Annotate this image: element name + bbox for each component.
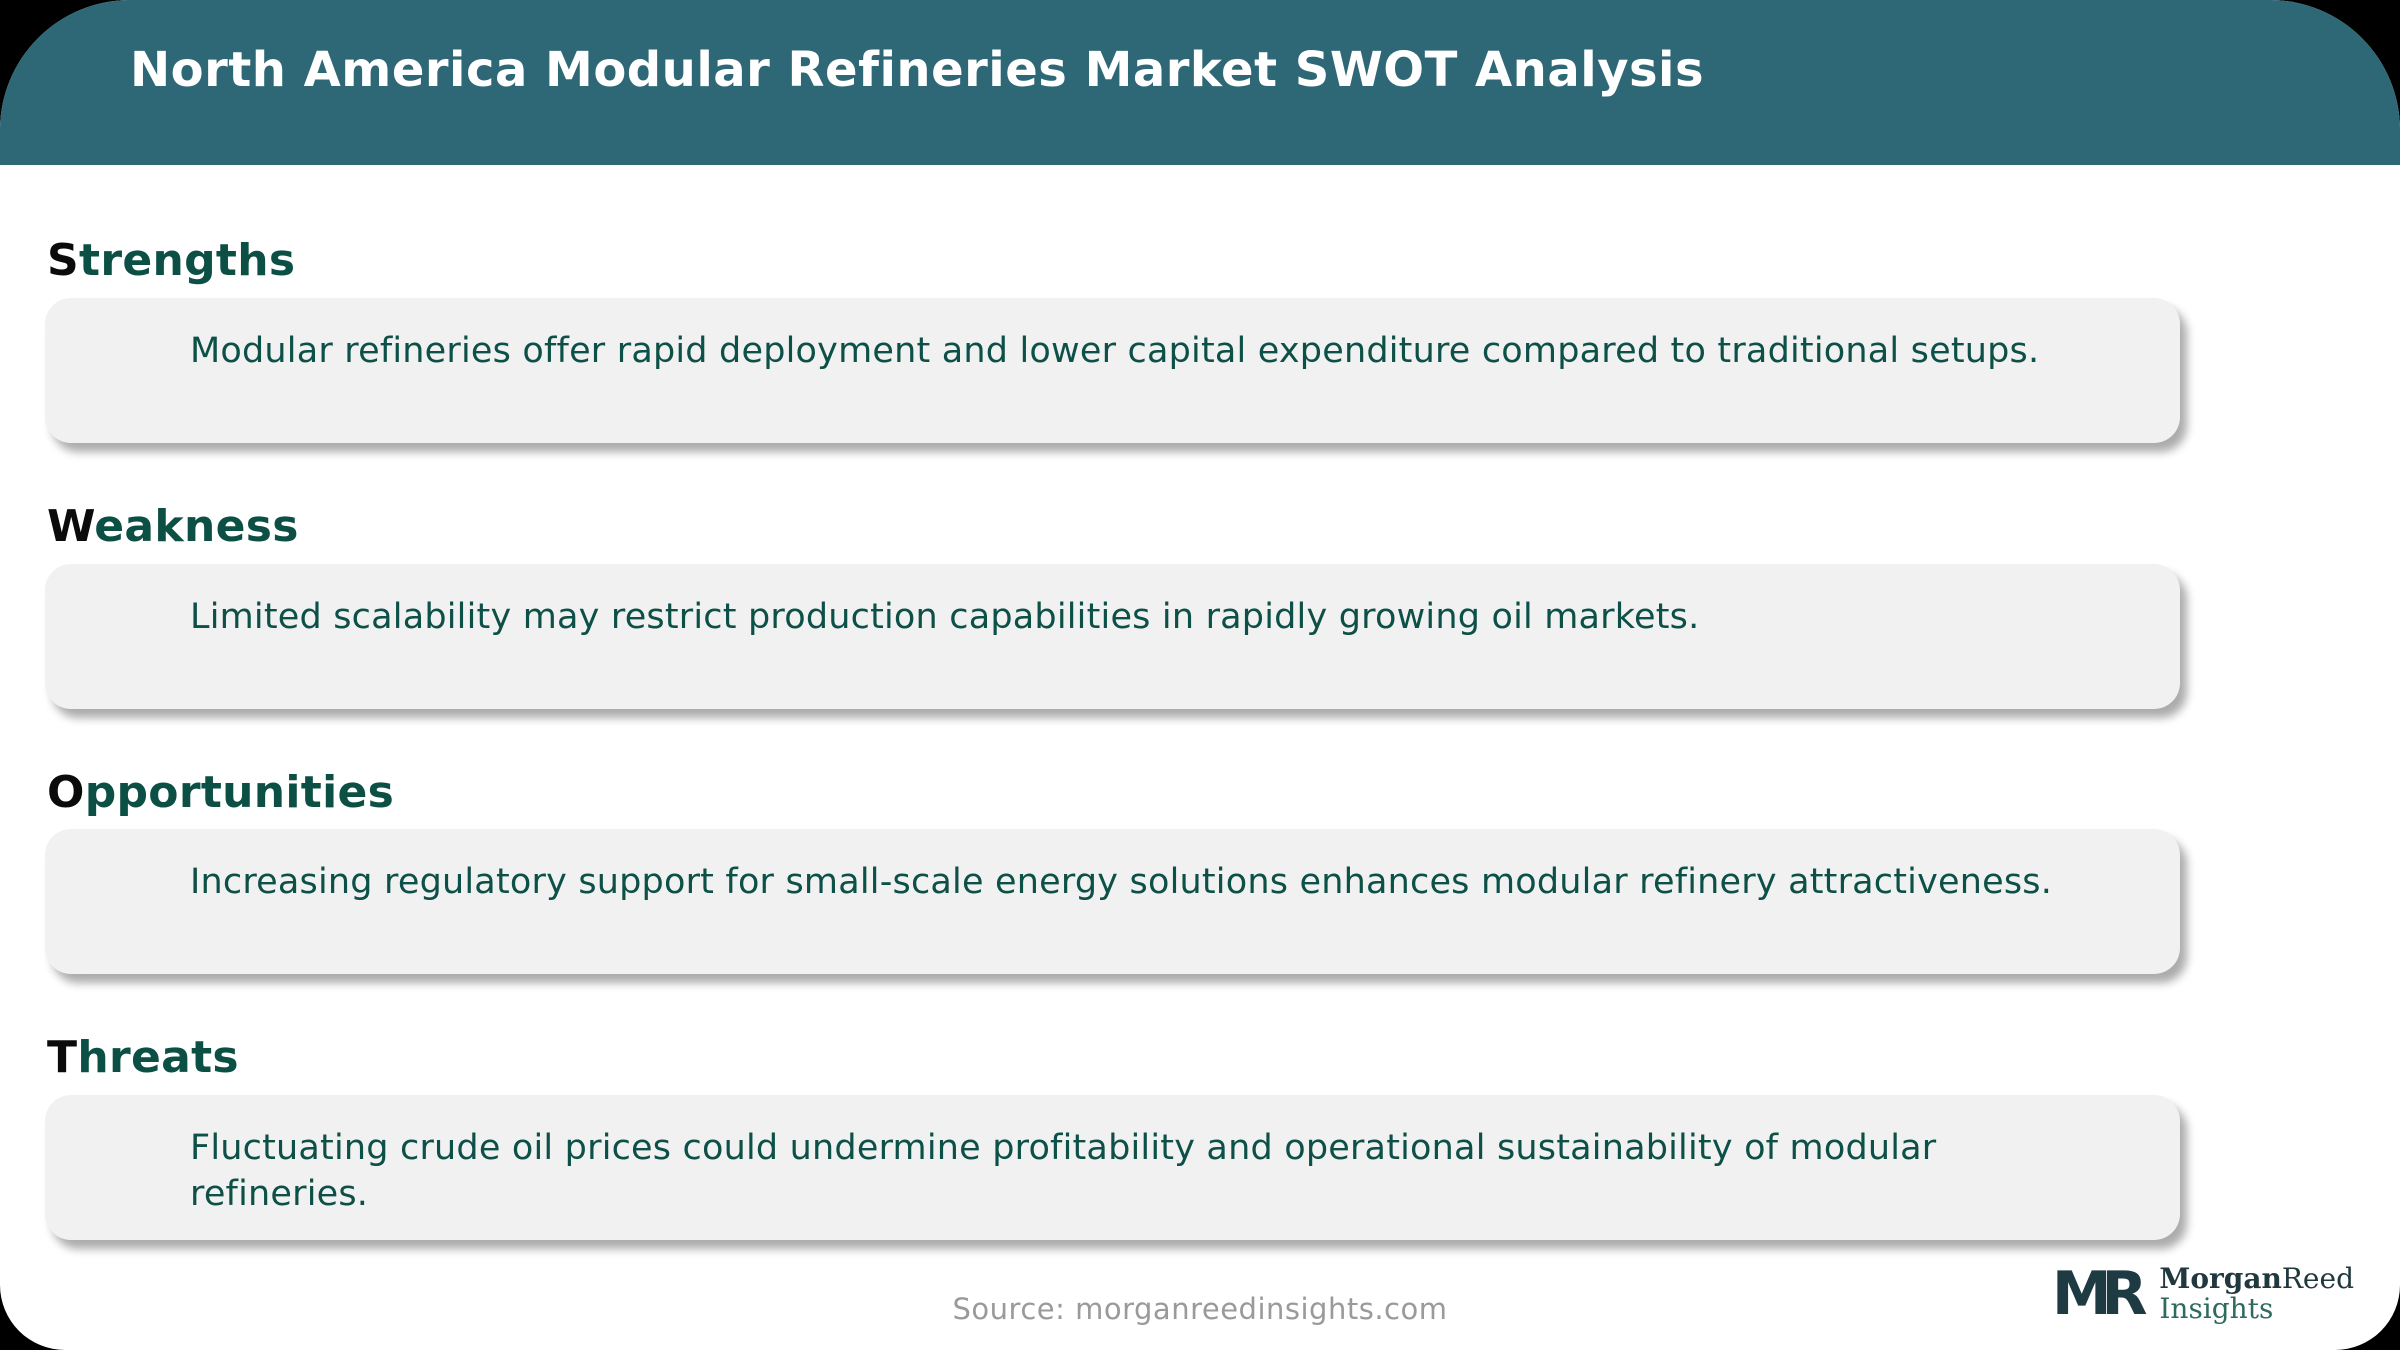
strengths-heading-first-letter: S — [47, 235, 79, 286]
source-text: Source: morganreedinsights.com — [952, 1292, 1448, 1326]
section-weakness: Weakness Limited scalability may restric… — [45, 501, 2400, 709]
weakness-heading: Weakness — [47, 501, 2400, 554]
opportunities-text: Increasing regulatory support for small-… — [190, 862, 2053, 903]
weakness-box: Limited scalability may restrict product… — [45, 563, 2180, 709]
section-threats: Threats Fluctuating crude oil prices cou… — [45, 1032, 2400, 1241]
strengths-text: Modular refineries offer rapid deploymen… — [190, 330, 2040, 371]
swot-content: Strengths Modular refineries offer rapid… — [0, 235, 2400, 1241]
threats-box: Fluctuating crude oil prices could under… — [45, 1095, 2180, 1241]
threats-heading-first-letter: T — [47, 1032, 78, 1084]
opportunities-heading: Opportunities — [47, 767, 2400, 820]
threats-heading-rest: hreats — [77, 1032, 239, 1084]
brand-logo: MR MorganReed Insights — [2051, 1258, 2354, 1329]
section-opportunities: Opportunities Increasing regulatory supp… — [45, 767, 2400, 975]
weakness-heading-first-letter: W — [47, 500, 95, 552]
opportunities-box: Increasing regulatory support for small-… — [45, 829, 2180, 975]
threats-heading: Threats — [47, 1032, 2400, 1085]
morganreed-monogram-icon: MR — [2051, 1258, 2148, 1329]
opportunities-heading-first-letter: O — [47, 766, 85, 818]
opportunities-heading-rest: pportunities — [84, 766, 395, 818]
section-strengths: Strengths Modular refineries offer rapid… — [45, 235, 2400, 443]
weakness-text: Limited scalability may restrict product… — [190, 596, 1700, 637]
logo-name-light: Reed — [2281, 1261, 2354, 1295]
strengths-heading: Strengths — [47, 235, 2400, 288]
logo-text-block: MorganReed Insights — [2159, 1261, 2354, 1325]
page-title: North America Modular Refineries Market … — [130, 41, 1705, 98]
strengths-heading-rest: trengths — [79, 235, 296, 286]
strengths-box: Modular refineries offer rapid deploymen… — [45, 297, 2180, 443]
header-bar: North America Modular Refineries Market … — [0, 0, 2400, 165]
threats-text: Fluctuating crude oil prices could under… — [190, 1128, 1937, 1215]
logo-tagline: Insights — [2159, 1291, 2274, 1325]
logo-name-bold: Morgan — [2159, 1261, 2282, 1295]
logo-name: MorganReed — [2159, 1261, 2354, 1295]
weakness-heading-rest: eakness — [94, 500, 299, 552]
